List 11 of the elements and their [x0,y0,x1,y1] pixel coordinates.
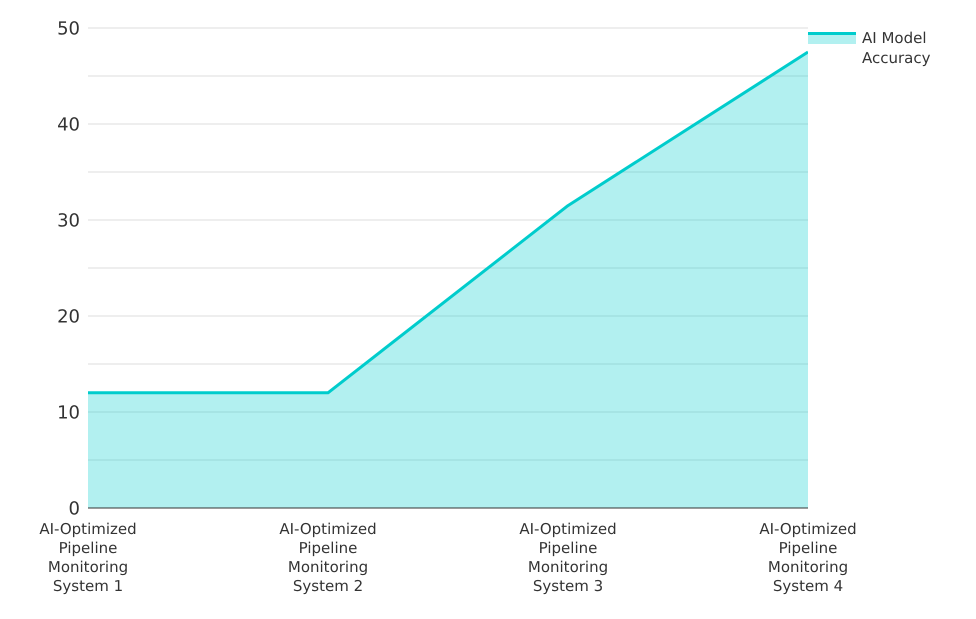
x-tick-label: AI-Optimized Pipeline Monitoring System 1 [39,520,137,595]
y-tick-label: 10 [57,402,80,424]
y-tick-label: 0 [68,498,80,520]
x-tick-label: AI-Optimized Pipeline Monitoring System 2 [279,520,377,595]
x-tick-label: AI-Optimized Pipeline Monitoring System 3 [519,520,617,595]
y-tick-label: 40 [57,114,80,136]
y-tick-label: 20 [57,306,80,328]
y-tick-label: 30 [57,210,80,232]
legend-label: AI Model Accuracy [862,28,932,68]
y-tick-label: 50 [57,18,80,40]
x-tick-label: AI-Optimized Pipeline Monitoring System 4 [759,520,857,595]
